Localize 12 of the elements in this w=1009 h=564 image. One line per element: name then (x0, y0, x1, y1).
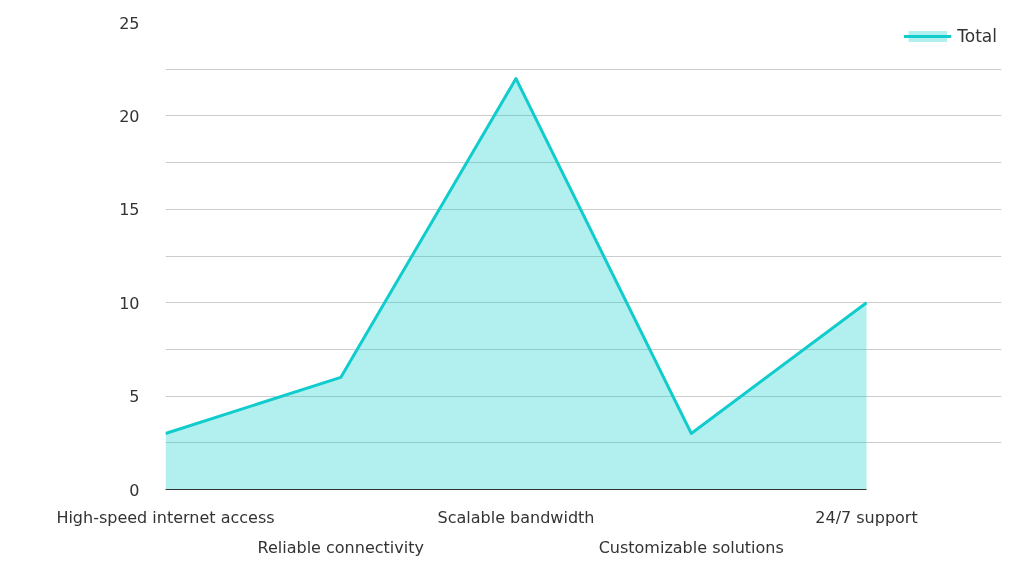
x-tick-label: 24/7 support (815, 507, 918, 527)
y-tick-label: 25 (119, 13, 140, 33)
y-tick-label: 5 (129, 387, 140, 407)
x-tick-label: Scalable bandwidth (437, 507, 595, 527)
x-tick-label: High-speed internet access (56, 507, 275, 527)
x-tick-label: Customizable solutions (598, 537, 784, 557)
y-tick-label: 20 (119, 106, 140, 126)
x-tick-label: Reliable connectivity (257, 537, 424, 557)
y-tick-label: 0 (129, 480, 140, 500)
legend-label: Total (957, 26, 997, 46)
y-tick-label: 15 (119, 200, 140, 220)
y-tick-label: 10 (119, 293, 140, 313)
